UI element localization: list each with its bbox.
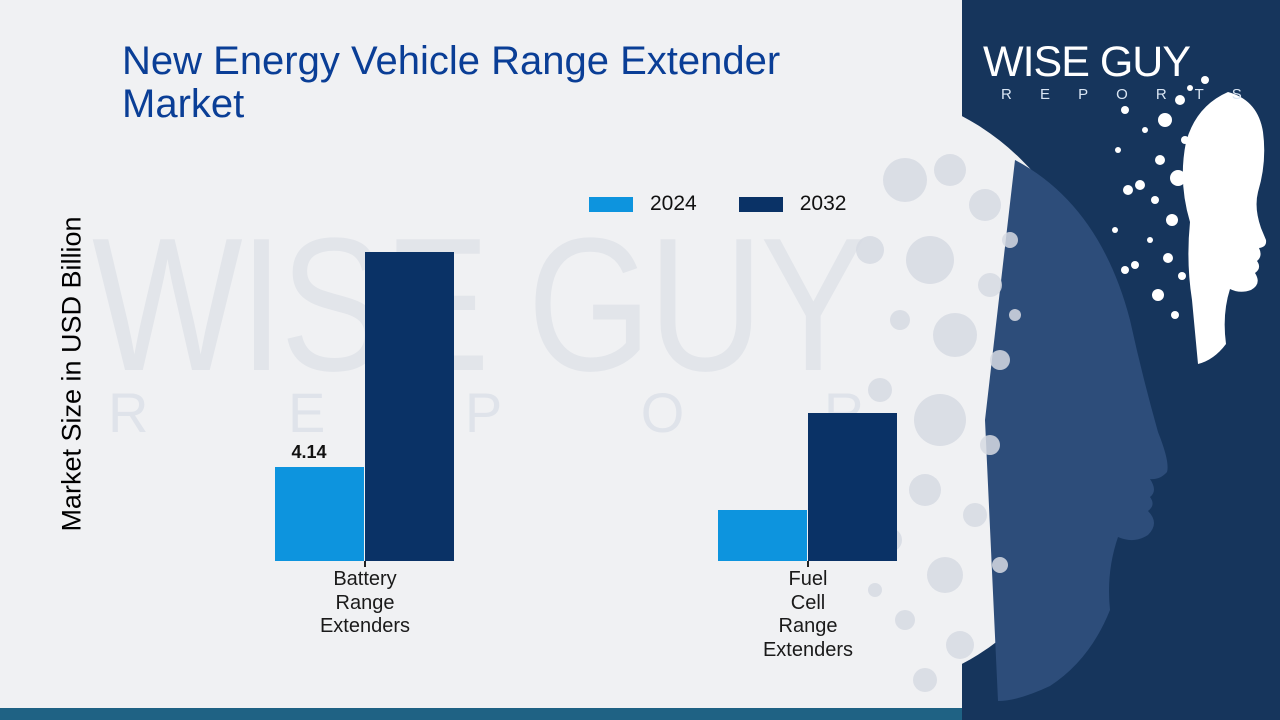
bar-2024-battery xyxy=(275,467,364,561)
x-axis-category-label: Battery Range Extenders xyxy=(319,568,411,637)
legend-swatch xyxy=(738,196,783,212)
logo-wiseguy-text: WISE GUY xyxy=(983,38,1191,86)
chart-title: New Energy Vehicle Range Extender Market xyxy=(122,39,781,126)
legend-label: 2024 xyxy=(650,192,697,215)
x-axis-tick xyxy=(807,561,809,567)
bar-2024-fuel-cell xyxy=(718,510,807,561)
footer-strip xyxy=(0,708,1280,720)
bar-2032-battery xyxy=(365,252,454,561)
watermark-wiseguy: WISE GUY xyxy=(92,199,867,411)
wiseguy-head-icon xyxy=(1112,76,1267,364)
x-axis-tick xyxy=(364,561,366,567)
face-profile-icon xyxy=(985,160,1168,701)
bar-value-label: 4.14 xyxy=(291,442,327,462)
legend-item-2024: 2024 xyxy=(589,192,697,216)
legend-item-2032: 2032 xyxy=(738,192,847,216)
chart-legend: 2024 2032 xyxy=(589,192,846,216)
legend-swatch xyxy=(589,196,633,212)
brand-panel-artwork xyxy=(855,0,1280,720)
x-axis-category-label: Fuel Cell Range Extenders xyxy=(762,568,854,661)
logo-reports-text: R E P O R T S xyxy=(1001,86,1254,103)
legend-label: 2032 xyxy=(799,192,847,215)
bar-2032-fuel-cell xyxy=(808,413,897,561)
